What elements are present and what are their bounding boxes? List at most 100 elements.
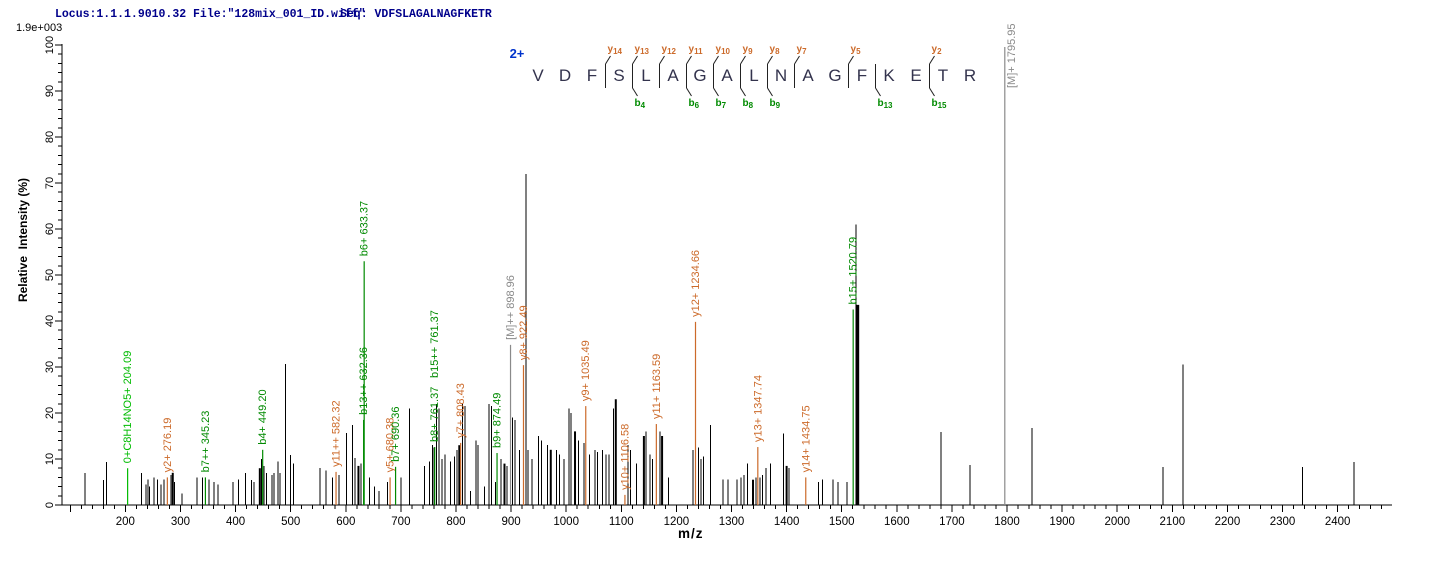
b-ion-arm: [686, 87, 692, 97]
svg-text:10: 10: [44, 453, 56, 465]
residue-12: G: [828, 66, 841, 85]
max-intensity-label: 1.9e+003: [16, 22, 63, 34]
y-ion-arm: [605, 55, 611, 65]
svg-text:2000: 2000: [1104, 516, 1130, 528]
b-ion-arm: [632, 87, 638, 97]
svg-text:70: 70: [44, 177, 56, 189]
b-ion-label: b7++ 345.23: [200, 411, 212, 473]
svg-text:1700: 1700: [939, 516, 965, 528]
svg-text:1200: 1200: [664, 516, 690, 528]
svg-text:1800: 1800: [994, 516, 1020, 528]
y14-ion-tag: y14: [608, 44, 623, 56]
y-ion-label: y13+ 1347.74: [752, 375, 764, 442]
b-ion-arm: [875, 87, 881, 97]
b-ion-label: b15++ 761.37: [429, 310, 441, 378]
residue-11: A: [802, 66, 814, 85]
svg-text:200: 200: [116, 516, 135, 528]
residue-10: N: [775, 66, 787, 85]
svg-text:900: 900: [502, 516, 521, 528]
y13-ion-tag: y13: [635, 44, 650, 56]
svg-text:30: 30: [44, 361, 56, 373]
peaks: [84, 173, 1355, 505]
y5-ion-tag: y5: [851, 44, 862, 56]
b-ion-label: b15+ 1520.79: [848, 237, 860, 305]
b9-ion-tag: b9: [770, 98, 781, 110]
residue-6: A: [667, 66, 679, 85]
svg-text:1900: 1900: [1049, 516, 1075, 528]
precursor-line: [M]+ 1795.95: [1004, 23, 1018, 505]
y-ion-arm: [740, 55, 746, 65]
residue-13: F: [857, 66, 867, 85]
residue-2: D: [559, 66, 571, 85]
y8-ion-tag: y8: [770, 44, 781, 56]
annotated-peaks: 0+C8H14NO5+ 204.09 y2+ 276.19 b7++ 345.23 b…: [122, 201, 860, 505]
b7-ion-tag: b7: [716, 98, 727, 110]
y9-ion-tag: y9: [743, 44, 754, 56]
b-ion-label: b7+ 690.36: [390, 406, 402, 461]
svg-text:100: 100: [44, 36, 56, 54]
b-ion-arm: [713, 87, 719, 97]
svg-text:700: 700: [391, 516, 410, 528]
svg-text:2100: 2100: [1160, 516, 1186, 528]
b-ion-label: b6+ 633.37: [359, 201, 371, 256]
residue-8: A: [721, 66, 733, 85]
svg-text:2300: 2300: [1270, 516, 1296, 528]
precursor-charge-label: 2+: [510, 46, 525, 61]
y-ion-label: y11++ 582.32: [331, 400, 343, 466]
svg-text:400: 400: [226, 516, 245, 528]
precursor-mz-label: [M]+ 1795.95: [1006, 23, 1018, 88]
y-ion-arm: [767, 55, 773, 65]
y2-ion-tag: y2: [932, 44, 943, 56]
svg-text:500: 500: [281, 516, 300, 528]
b-ion-label: b4+ 449.20: [257, 389, 269, 444]
special-ion-label: 0+C8H14NO5+ 204.09: [122, 351, 134, 464]
y-ion-arm: [794, 55, 800, 65]
y-ion-arm: [632, 55, 638, 65]
residue-16: T: [938, 66, 948, 85]
svg-text:1000: 1000: [553, 516, 579, 528]
residue-1: V: [532, 66, 544, 85]
b-ion-label: b9+ 874.49: [492, 393, 504, 448]
sequence-header: Seq: VDFSLAGALNAGFKETR: [340, 8, 492, 21]
y-ion-label: y8+ 922.49: [518, 305, 530, 360]
locus-file-label: Locus:1.1.1.9010.32 File:"128mix_001_ID.…: [55, 8, 366, 21]
y-ion-label: y11+ 1163.59: [651, 354, 663, 419]
x-axis-title: m/z: [678, 526, 704, 541]
y-ion-arm: [659, 55, 665, 65]
svg-text:2400: 2400: [1325, 516, 1351, 528]
y-ion-arm: [929, 55, 935, 65]
y-ion-arm: [713, 55, 719, 65]
svg-text:1300: 1300: [719, 516, 745, 528]
residue-14: K: [883, 66, 895, 85]
svg-text:40: 40: [44, 315, 56, 327]
b-ion-label: b8+ 761.37: [429, 387, 441, 442]
y7-ion-tag: y7: [797, 44, 808, 56]
b-ion-arm: [929, 87, 935, 97]
y11-ion-tag: y11: [689, 44, 704, 56]
y-ion-label: y2+ 276.19: [162, 418, 174, 473]
b-ion-arm: [740, 87, 746, 97]
residue-5: L: [641, 66, 650, 85]
svg-text:600: 600: [336, 516, 355, 528]
b6-ion-tag: b6: [689, 98, 700, 110]
y-ion-label: y7+ 808.43: [455, 383, 467, 438]
seq-value: VDFSLAGALNAGFKETR: [374, 8, 492, 21]
svg-text:0: 0: [44, 502, 56, 508]
y-ion-label: y12+ 1234.66: [690, 250, 702, 317]
y10-ion-tag: y10: [716, 44, 731, 56]
svg-text:50: 50: [44, 269, 56, 281]
b-ion-arm: [767, 87, 773, 97]
svg-text:20: 20: [44, 407, 56, 419]
svg-text:80: 80: [44, 131, 56, 143]
b4-ion-tag: b4: [635, 98, 646, 110]
residue-7: G: [693, 66, 706, 85]
y12-ion-tag: y12: [662, 44, 677, 56]
residue-4: S: [613, 66, 624, 85]
seq-label: Seq:: [340, 8, 368, 21]
svg-text:2200: 2200: [1215, 516, 1241, 528]
b8-ion-tag: b8: [743, 98, 754, 110]
y-ion-label: y10+ 1106.58: [619, 424, 631, 490]
